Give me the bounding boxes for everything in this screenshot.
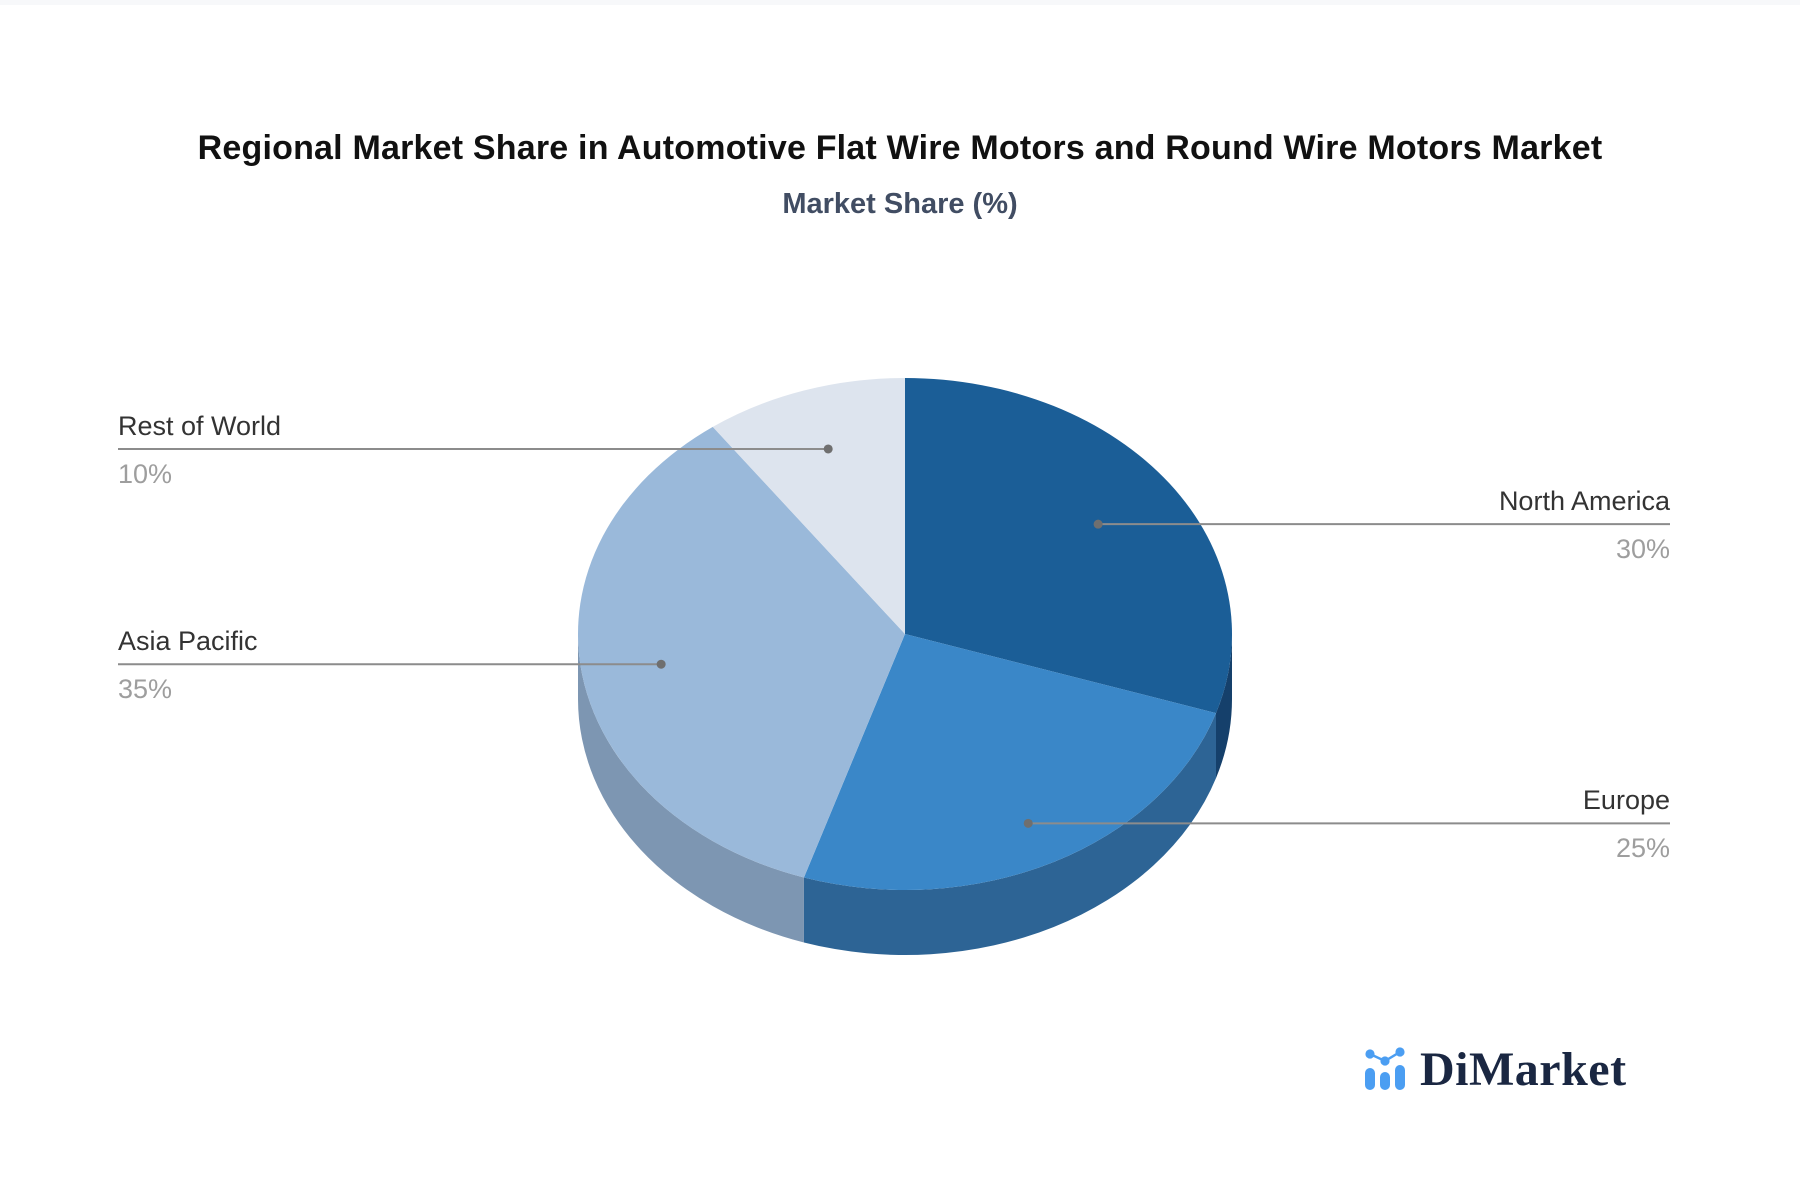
dimarket-logo: DiMarket	[1363, 1040, 1627, 1096]
leader-dot-europe	[1023, 818, 1033, 828]
pie-slice-europe[interactable]	[803, 634, 1216, 891]
logo-text: DiMarket	[1420, 1042, 1627, 1096]
leader-dot-north-america	[1093, 519, 1103, 529]
pie-slice-asia-pacific[interactable]	[578, 426, 905, 878]
chart-subtitle: Market Share (%)	[782, 188, 1018, 220]
pie-slice-side-north-america	[1215, 634, 1232, 779]
slice-label-rest-of-world: Rest of World	[118, 410, 282, 441]
pie-slice-side-asia-pacific	[578, 634, 804, 943]
bar-chart-trend-icon	[1365, 1047, 1405, 1090]
leader-dot-asia-pacific	[656, 659, 666, 669]
slice-label-asia-pacific: Asia Pacific	[118, 626, 258, 657]
slice-percent-rest-of-world: 10%	[118, 458, 173, 489]
slice-percent-europe: 25%	[1615, 833, 1670, 864]
top-strip	[0, 0, 1800, 5]
pie-slice-side-europe	[803, 713, 1216, 955]
slice-label-north-america: North America	[1498, 486, 1670, 517]
chart-title: Regional Market Share in Automotive Flat…	[197, 129, 1603, 167]
pie-slice-rest-of-world[interactable]	[712, 378, 905, 634]
slice-percent-asia-pacific: 35%	[118, 674, 173, 705]
slice-label-europe: Europe	[1582, 785, 1670, 816]
slice-percent-north-america: 30%	[1615, 534, 1670, 565]
pie-slice-north-america[interactable]	[905, 378, 1233, 714]
leader-dot-rest-of-world	[823, 444, 833, 454]
